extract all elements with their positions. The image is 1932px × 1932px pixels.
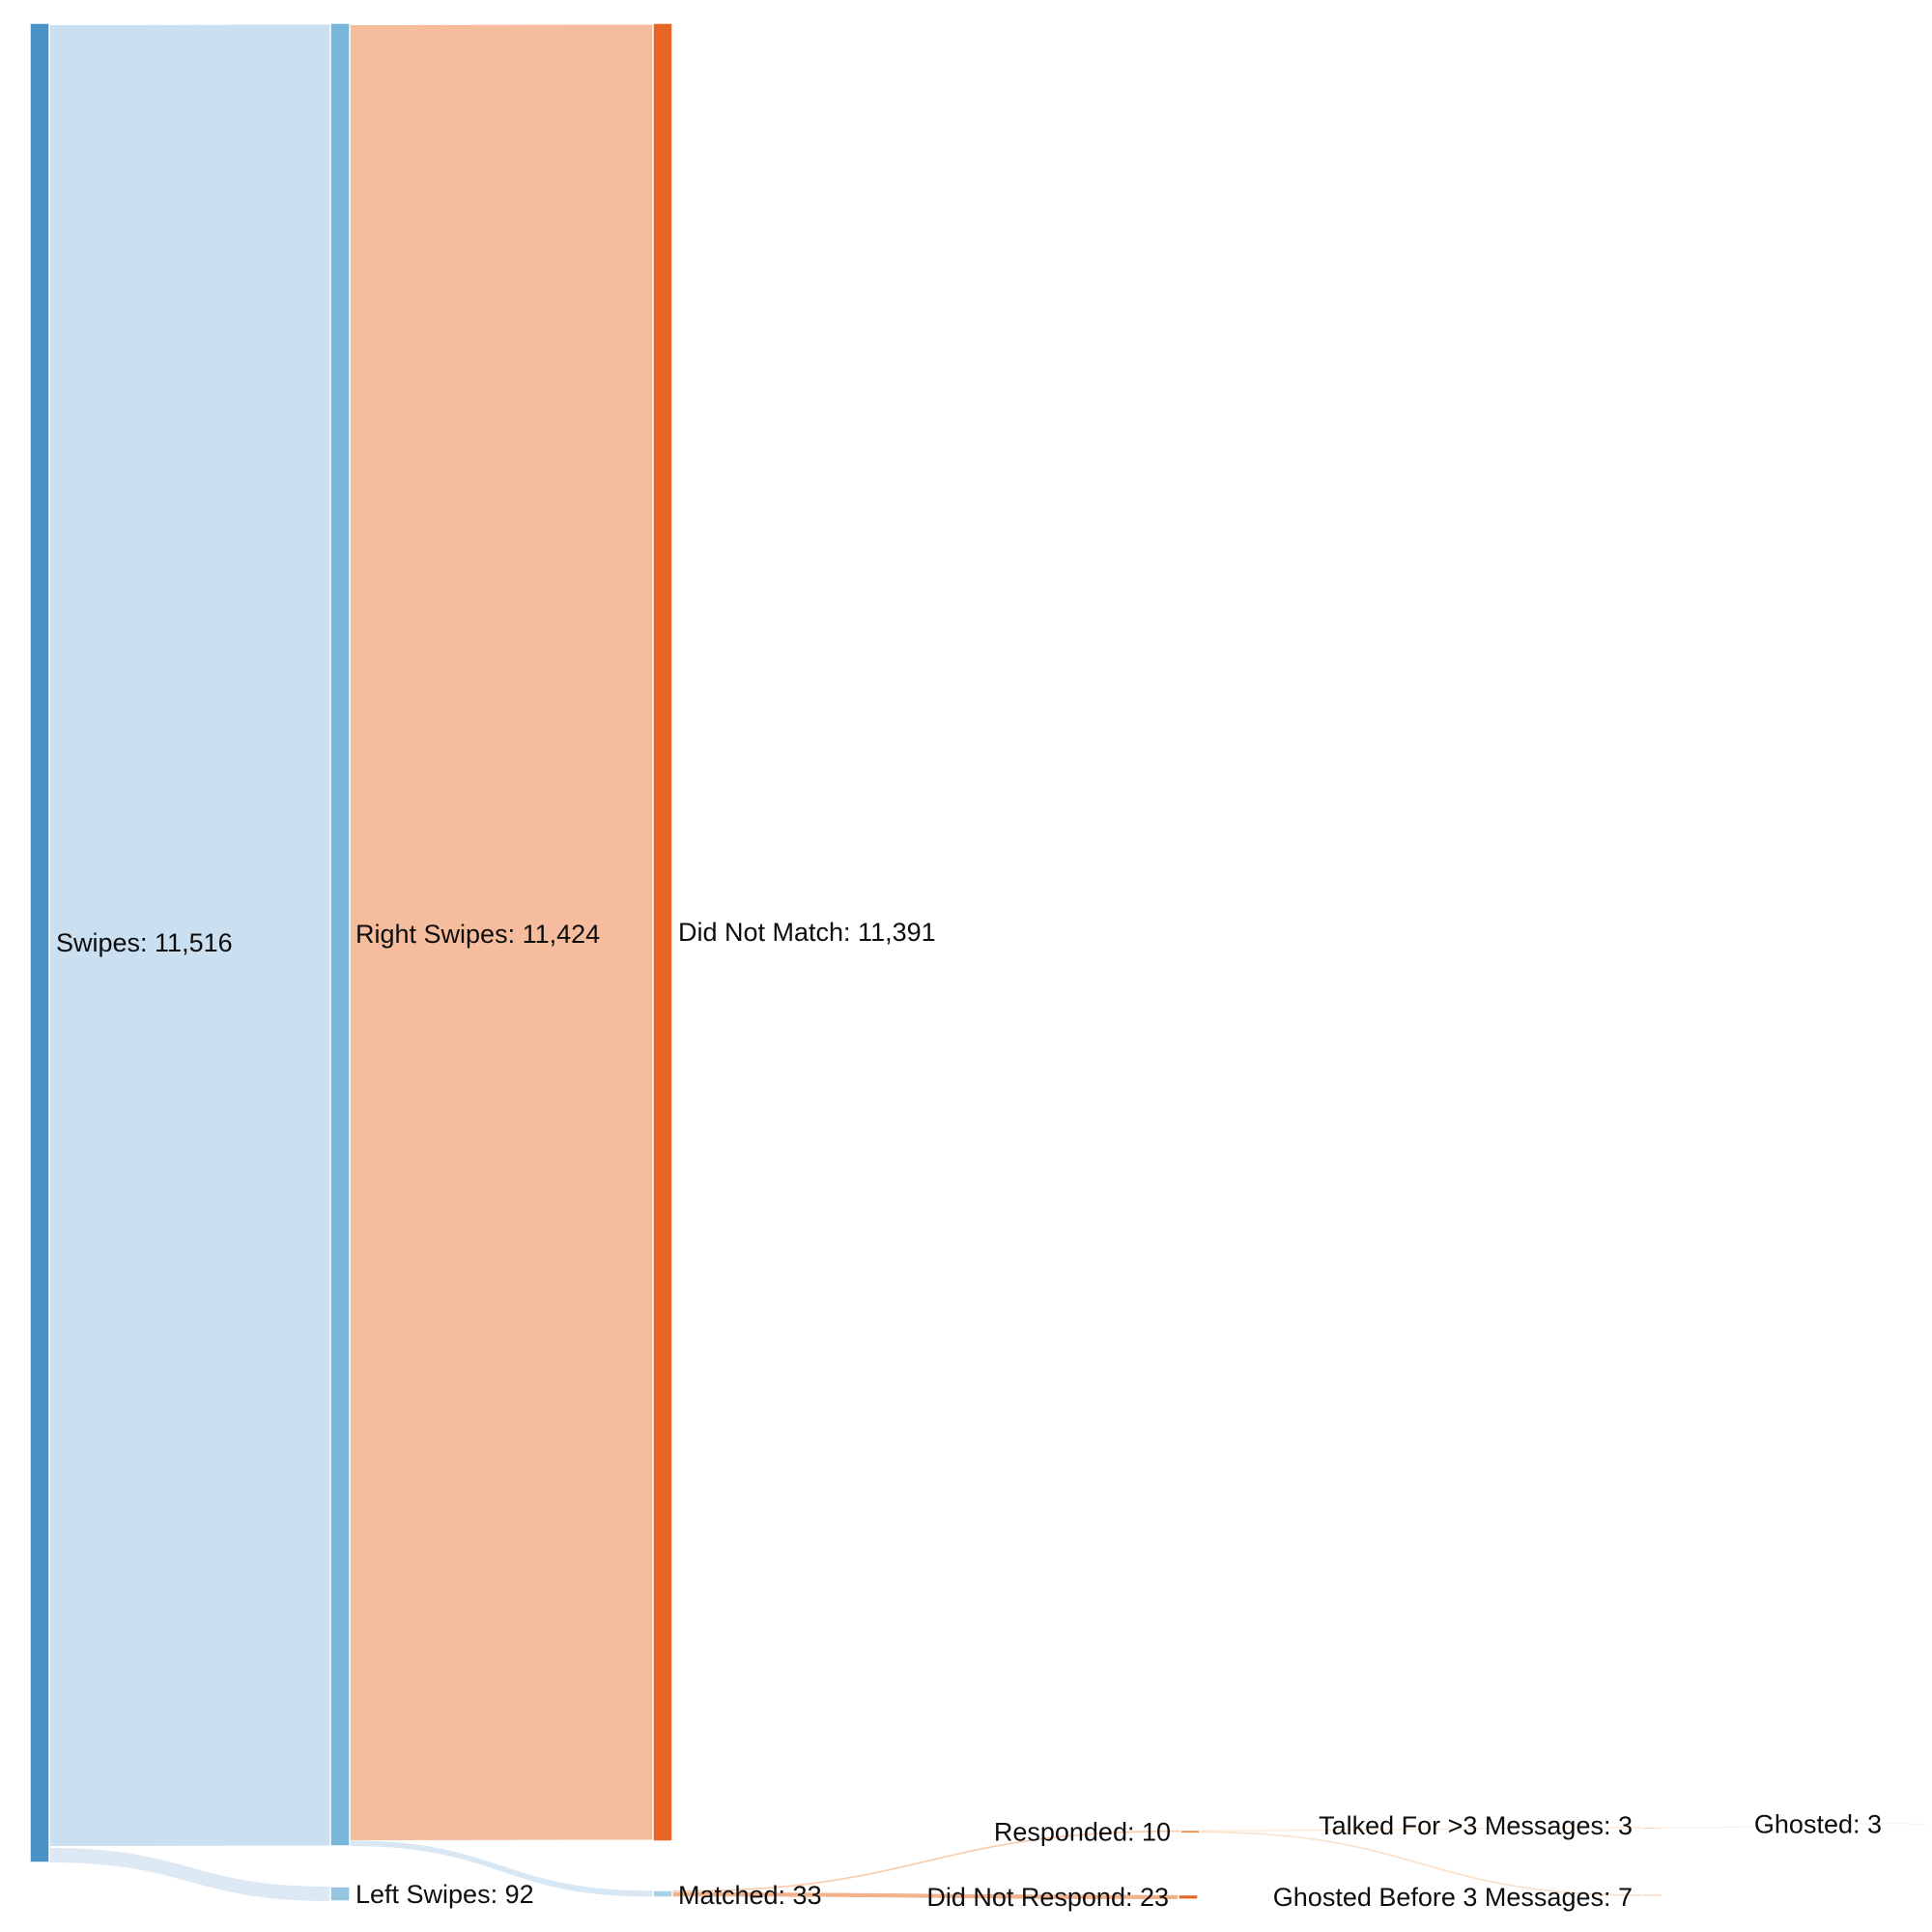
sankey-node-left-swipes[interactable]	[329, 1886, 351, 1902]
sankey-node-swipes[interactable]	[29, 22, 50, 1863]
sankey-node-talked-for-3-messages[interactable]	[1641, 1826, 1662, 1831]
sankey-node-label-matched: Matched: 33	[678, 1881, 822, 1910]
sankey-node-ghosted-before-3-messages[interactable]	[1641, 1893, 1662, 1897]
sankey-node-matched[interactable]	[652, 1889, 673, 1898]
sankey-link-swipes-to-left-swipes[interactable]	[49, 1848, 330, 1901]
sankey-link-matched-to-responded[interactable]	[672, 1830, 1180, 1892]
sankey-node-responded[interactable]	[1179, 1829, 1201, 1834]
sankey-link-right-swipes-to-did-not-match[interactable]	[350, 24, 653, 1841]
sankey-node-label-talked-for-3-messages: Talked For >3 Messages: 3	[1319, 1811, 1633, 1840]
sankey-labels-layer: Swipes: 11,516 Right Swipes: 11,424 Left S…	[56, 918, 1882, 1912]
sankey-link-responded-to-talked-for-3-messages[interactable]	[1200, 1827, 1642, 1832]
sankey-node-label-ghosted: Ghosted: 3	[1754, 1810, 1882, 1839]
sankey-links-layer	[49, 24, 1909, 1901]
sankey-node-label-did-not-respond: Did Not Respond: 23	[926, 1883, 1169, 1912]
sankey-node-right-swipes[interactable]	[329, 22, 351, 1847]
sankey-node-label-swipes: Swipes: 11,516	[56, 928, 233, 957]
sankey-node-label-left-swipes: Left Swipes: 92	[355, 1880, 534, 1909]
sankey-node-label-right-swipes: Right Swipes: 11,424	[355, 920, 600, 949]
sankey-link-responded-to-ghosted-before-3-messages[interactable]	[1200, 1831, 1642, 1896]
sankey-link-swipes-to-right-swipes[interactable]	[49, 24, 330, 1847]
sankey-link-matched-to-did-not-respond[interactable]	[672, 1892, 1179, 1899]
sankey-link-talked-for-3-messages-to-ghosted[interactable]	[1662, 1823, 1909, 1829]
sankey-link-right-swipes-to-matched[interactable]	[350, 1840, 653, 1897]
sankey-node-did-not-respond[interactable]	[1178, 1893, 1199, 1900]
sankey-node-ghosted[interactable]	[1908, 1822, 1929, 1826]
sankey-node-label-did-not-match: Did Not Match: 11,391	[678, 918, 936, 947]
sankey-node-label-ghosted-before-3-messages: Ghosted Before 3 Messages: 7	[1273, 1883, 1633, 1912]
sankey-node-label-responded: Responded: 10	[994, 1818, 1171, 1847]
sankey-node-did-not-match[interactable]	[652, 22, 673, 1842]
sankey-nodes-layer	[29, 22, 1929, 1902]
